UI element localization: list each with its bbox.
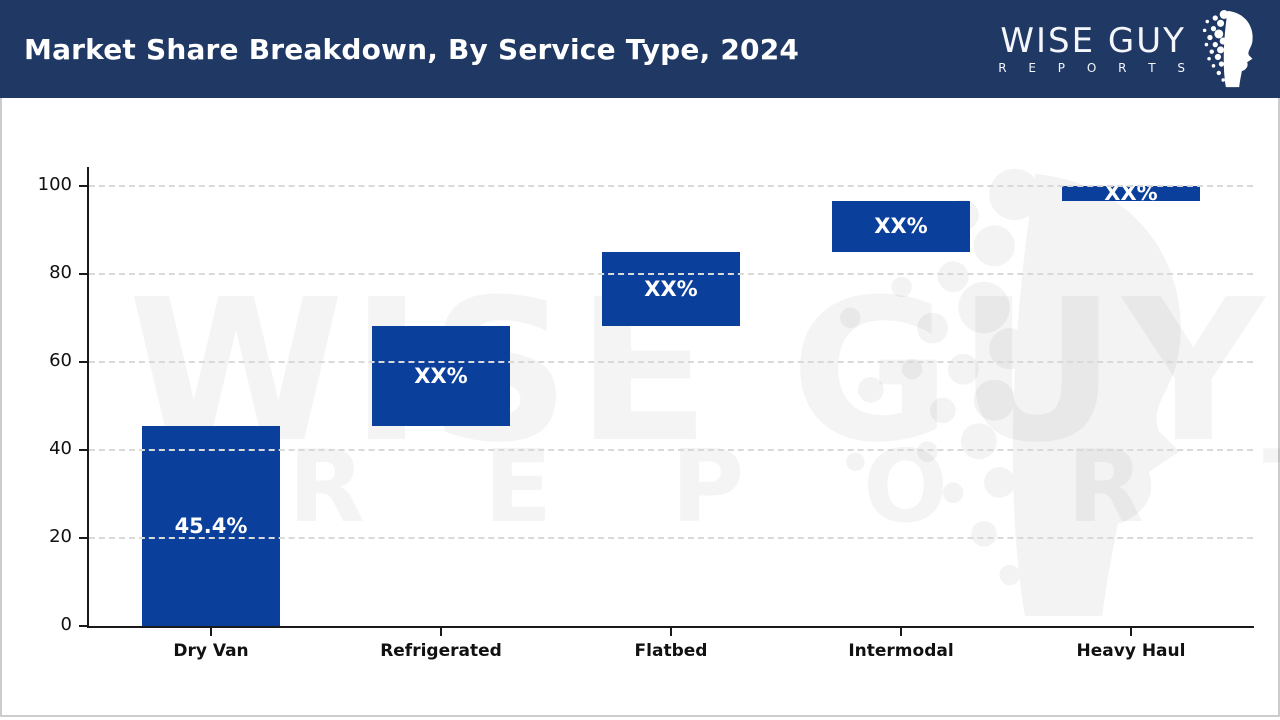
logo-text: WISE GUY R E P O R T S (992, 24, 1194, 74)
header-bar: Market Share Breakdown, By Service Type,… (0, 0, 1280, 98)
x-tick (210, 628, 212, 636)
bar-value-label: XX% (644, 277, 698, 301)
x-tick (1130, 628, 1132, 636)
y-tick-label: 80 (49, 261, 72, 283)
y-tick (79, 625, 87, 627)
gridline (89, 536, 1253, 539)
bar: XX% (832, 201, 970, 252)
y-tick-label: 100 (37, 173, 72, 195)
logo-wordmark: WISE GUY (1000, 21, 1186, 61)
x-tick (670, 628, 672, 636)
y-tick-label: 40 (49, 437, 72, 459)
x-tick-label: Dry Van (173, 641, 249, 661)
bar: XX% (372, 326, 510, 426)
gridline (89, 272, 1253, 275)
y-tick-label: 0 (60, 614, 72, 635)
y-tick (79, 184, 87, 187)
bar-value-label: XX% (414, 364, 468, 389)
bar: XX% (602, 251, 740, 327)
bar-value-label: XX% (874, 214, 928, 239)
logo-subtext: R E P O R T S (998, 61, 1194, 75)
head-profile-icon (1202, 10, 1253, 88)
bar: 45.4% (142, 426, 280, 626)
y-tick (79, 272, 87, 275)
y-tick-label: 20 (49, 525, 72, 547)
x-axis-spine (87, 626, 1254, 628)
bar-value-label: 45.4% (174, 513, 248, 538)
x-tick-label: Refrigerated (380, 641, 502, 661)
x-tick (900, 628, 902, 636)
gridline (89, 360, 1253, 363)
wise-guy-logo: WISE GUY R E P O R T S (992, 7, 1256, 91)
x-tick-label: Flatbed (634, 641, 708, 661)
x-tick-label: Intermodal (848, 641, 954, 661)
x-tick-label: Heavy Haul (1076, 641, 1186, 661)
y-tick-label: 60 (49, 349, 72, 371)
y-tick (79, 448, 87, 451)
gridline (89, 184, 1253, 187)
y-tick (79, 536, 87, 539)
page-title: Market Share Breakdown, By Service Type,… (24, 32, 800, 66)
x-tick (440, 628, 442, 636)
bar: XX% (1062, 181, 1200, 205)
y-axis-spine (87, 167, 89, 628)
y-tick (79, 360, 87, 363)
gridline (89, 448, 1253, 451)
